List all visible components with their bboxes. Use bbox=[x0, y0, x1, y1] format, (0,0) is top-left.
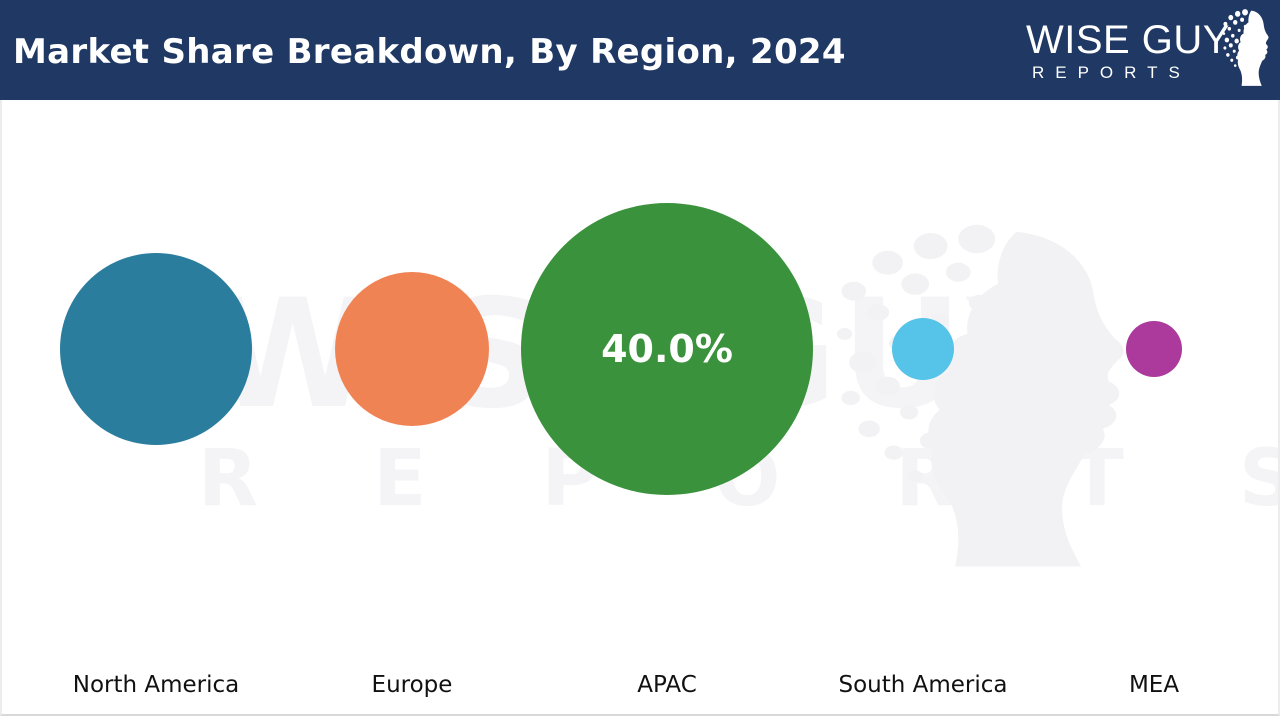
bubble-north-america bbox=[60, 253, 252, 445]
bubble-south-america bbox=[892, 318, 954, 380]
category-label-south-america: South America bbox=[838, 672, 1008, 698]
chart-area: WISE GUY R E P O R T S 40.0% North Ameri… bbox=[0, 100, 1280, 716]
bubble-europe bbox=[335, 272, 489, 426]
logo-name: WISE GUY bbox=[1025, 18, 1230, 62]
bubble-apac: 40.0% bbox=[521, 203, 813, 495]
watermark-face-icon bbox=[836, 224, 1124, 567]
face-profile-icon bbox=[1222, 9, 1269, 86]
wise-guy-logo: WISE GUY REPORTS bbox=[1026, 8, 1274, 88]
page-title: Market Share Breakdown, By Region, 2024 bbox=[13, 31, 846, 72]
data-label-apac: 40.0% bbox=[601, 327, 733, 371]
category-label-north-america: North America bbox=[72, 672, 240, 698]
header-bar: Market Share Breakdown, By Region, 2024 … bbox=[0, 0, 1280, 100]
category-label-mea: MEA bbox=[1128, 672, 1180, 698]
logo-tagline: REPORTS bbox=[1031, 63, 1191, 82]
logo-text: WISE GUY REPORTS bbox=[1026, 20, 1230, 83]
bubble-mea bbox=[1126, 321, 1182, 377]
category-label-europe: Europe bbox=[371, 672, 453, 698]
category-label-apac: APAC bbox=[637, 672, 697, 698]
